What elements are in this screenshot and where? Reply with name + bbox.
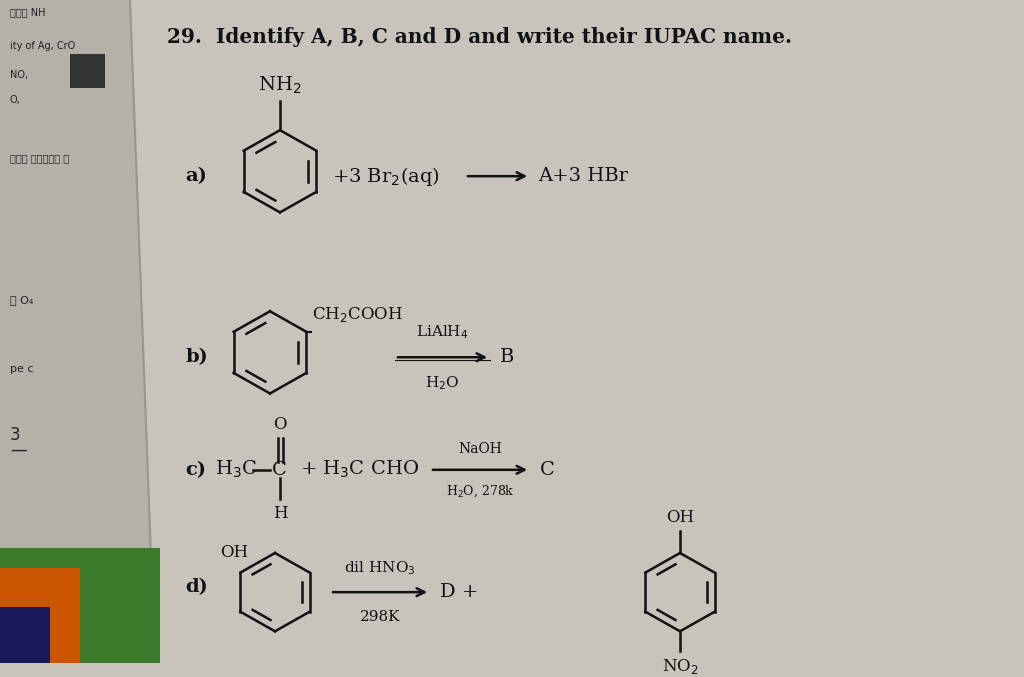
Text: NO$_2$: NO$_2$ (662, 657, 698, 676)
Text: H$_2$O, 278k: H$_2$O, 278k (445, 483, 514, 499)
Text: D +: D + (440, 583, 478, 601)
Text: ity of Ag, CrO: ity of Ag, CrO (10, 41, 75, 51)
Text: C: C (540, 461, 555, 479)
Text: A+3 HBr: A+3 HBr (538, 167, 628, 185)
Bar (0, 568, 80, 663)
Text: C: C (272, 461, 287, 479)
Text: सार NH: सार NH (10, 7, 45, 17)
Text: H: H (272, 505, 288, 522)
Text: CH$_2$COOH: CH$_2$COOH (312, 305, 403, 324)
Text: O: O (273, 416, 287, 433)
Polygon shape (0, 0, 155, 663)
Text: O,: O, (10, 95, 20, 105)
Text: NaOH: NaOH (458, 442, 502, 456)
Text: 3: 3 (10, 427, 20, 444)
Text: OH: OH (666, 508, 694, 525)
Text: d): d) (185, 578, 208, 596)
Text: B: B (500, 348, 514, 366)
Text: pe c: pe c (10, 364, 34, 374)
Text: NH$_2$: NH$_2$ (258, 74, 302, 96)
Text: OH: OH (220, 544, 249, 561)
Text: में किसकी उ: में किसकी उ (10, 154, 70, 163)
Text: H$_3$C: H$_3$C (215, 459, 257, 481)
Bar (0, 607, 50, 663)
Text: H$_2$O: H$_2$O (425, 374, 459, 391)
Text: c): c) (185, 461, 206, 479)
Text: NO,: NO, (10, 70, 28, 81)
Text: —: — (10, 441, 27, 459)
Text: dil HNO$_3$: dil HNO$_3$ (344, 560, 416, 577)
Text: a): a) (185, 167, 207, 185)
Text: b): b) (185, 348, 208, 366)
Text: + H$_3$C CHO: + H$_3$C CHO (300, 459, 419, 481)
Text: ठ O₄: ठ O₄ (10, 295, 34, 305)
Text: LiAlH$_4$: LiAlH$_4$ (416, 323, 468, 341)
Text: 29.  Identify A, B, C and D and write their IUPAC name.: 29. Identify A, B, C and D and write the… (167, 27, 792, 47)
Text: +3 Br$_2$(aq): +3 Br$_2$(aq) (332, 165, 439, 188)
Bar (70, 54, 105, 88)
Text: 298K: 298K (359, 610, 400, 624)
Bar (0, 548, 160, 663)
